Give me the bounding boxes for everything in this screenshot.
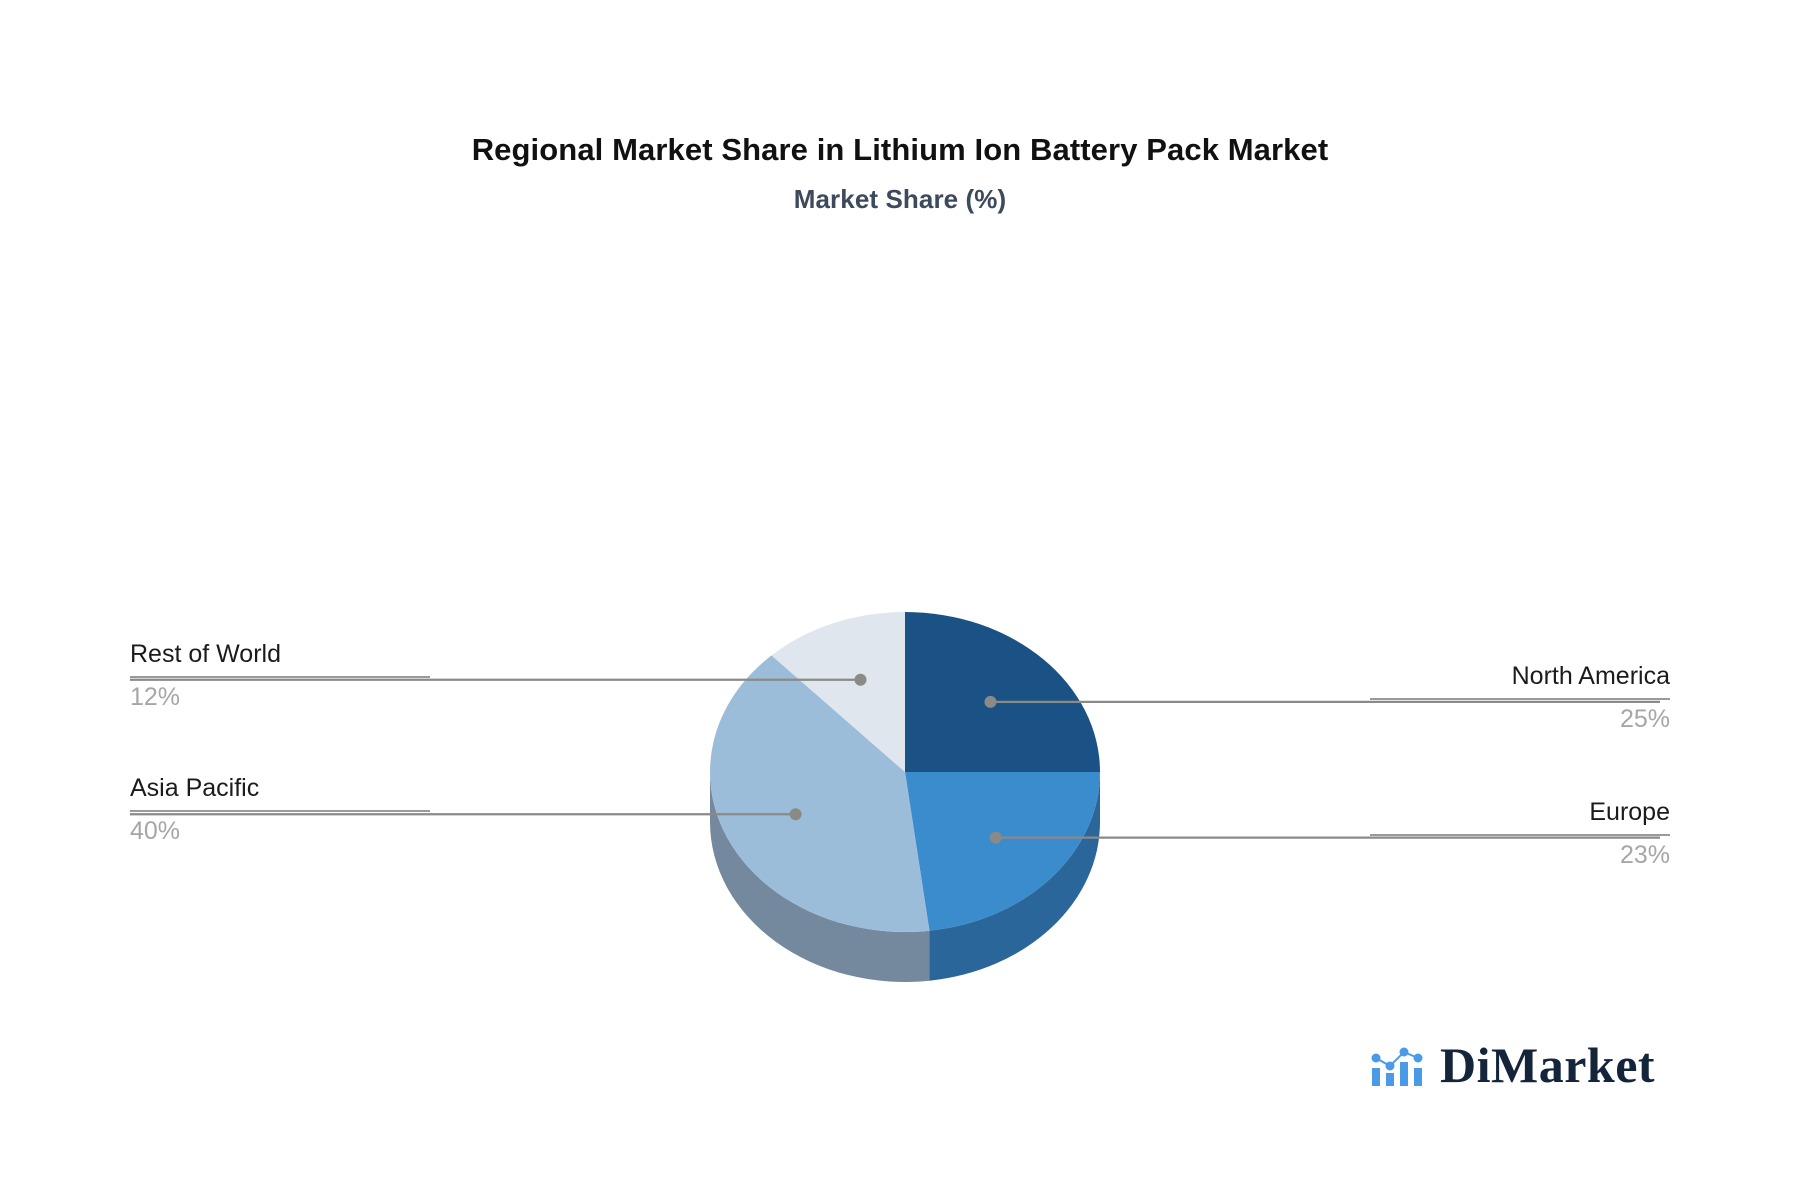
callout-rule-north-america [1370, 697, 1670, 700]
callout-value-north-america: 25% [1619, 704, 1670, 733]
anchor-dot-rest-of-world [854, 673, 867, 686]
bar-chart-icon [1371, 1047, 1423, 1086]
leader-anchor-dots [789, 673, 1002, 844]
callout-north-america[interactable]: North America 25% [1370, 660, 1670, 734]
slice-north-america[interactable] [905, 612, 1100, 772]
anchor-dot-north-america [984, 695, 997, 708]
slice-asia-pacific[interactable] [709, 655, 930, 932]
callout-label-asia-pacific: Asia Pacific [130, 774, 260, 803]
slice-side-europe [929, 772, 1100, 981]
callout-value-rest-of-world: 12% [130, 682, 181, 711]
leader-lines [130, 678, 1660, 839]
slice-europe[interactable] [905, 772, 1100, 931]
anchor-dot-europe [989, 831, 1002, 844]
callout-europe[interactable]: Europe 23% [1370, 796, 1670, 870]
callout-value-europe: 23% [1619, 840, 1670, 869]
slice-rest-of-world[interactable] [771, 612, 905, 772]
pie-depth-walls [710, 772, 1100, 982]
logo-wordmark: DiMarket [1440, 1037, 1656, 1093]
callout-asia-pacific[interactable]: Asia Pacific 40% [130, 772, 430, 846]
page-title: Regional Market Share in Lithium Ion Bat… [471, 132, 1329, 167]
callout-label-rest-of-world: Rest of World [130, 639, 281, 668]
anchor-dot-asia-pacific [789, 808, 802, 821]
dimarket-logo: DiMarket [1368, 1040, 1655, 1090]
callout-rest-of-world[interactable]: Rest of World 12% [130, 638, 430, 712]
callout-label-europe: Europe [1589, 797, 1670, 826]
slice-side-asia-pacific [710, 772, 930, 982]
pie-top-face [709, 612, 1100, 932]
chart-subtitle: Market Share (%) [793, 184, 1007, 214]
callout-label-north-america: North America [1511, 661, 1670, 690]
callout-rule-europe [1370, 833, 1670, 836]
callout-value-asia-pacific: 40% [130, 817, 181, 846]
callout-rule-rest-of-world [130, 675, 430, 678]
callout-rule-asia-pacific [130, 810, 430, 813]
